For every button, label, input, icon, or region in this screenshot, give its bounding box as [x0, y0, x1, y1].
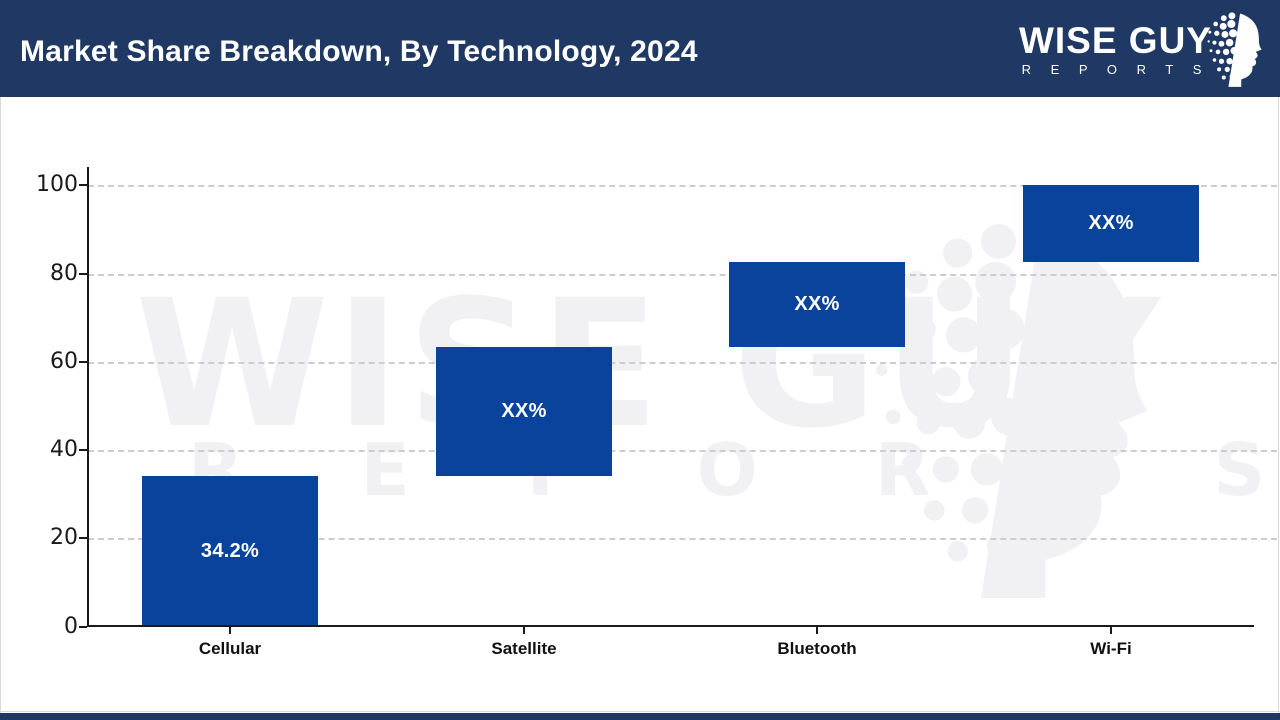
y-tick-label: 20 [50, 525, 78, 551]
bar-value-label: XX% [1088, 211, 1134, 234]
gridline-y20 [88, 538, 1277, 541]
frame-border-left [0, 97, 1, 720]
x-category-label-bluetooth: Bluetooth [777, 639, 857, 658]
gridline-y40 [88, 450, 1277, 452]
bar-cellular: 34.2% [142, 475, 318, 627]
brand-subname: R E P O R T S [1021, 62, 1210, 77]
y-tick-label: 100 [36, 172, 78, 198]
x-axis-line [87, 625, 1254, 627]
brand-head-icon [1207, 12, 1262, 87]
x-category-label-cellular: Cellular [198, 639, 262, 658]
frame-border-bottom [0, 711, 1280, 712]
y-tick-label: 80 [50, 260, 78, 286]
x-tick-mark [816, 627, 818, 634]
chart-title: Market Share Breakdown, By Technology, 2… [20, 35, 698, 68]
x-tick-mark [1110, 627, 1112, 634]
y-tick-mark [79, 272, 87, 275]
bar-value-label: 34.2% [200, 539, 260, 562]
bar-wi-fi: XX% [1023, 185, 1199, 262]
y-tick-mark [79, 184, 87, 187]
gridline-y100 [88, 185, 1277, 188]
x-category-label-satellite: Satellite [491, 639, 557, 658]
y-tick-mark [79, 449, 87, 451]
y-tick-label: 60 [50, 348, 78, 374]
bar-satellite: XX% [436, 347, 612, 476]
header-bar: Market Share Breakdown, By Technology, 2… [0, 0, 1280, 97]
brand-logo: WISE GUY R E P O R T S [1019, 6, 1268, 92]
x-category-label-wi-fi: Wi-Fi [1090, 639, 1132, 658]
brand-logo-text: WISE GUY R E P O R T S [1018, 20, 1212, 78]
x-tick-mark [229, 627, 231, 634]
bar-value-label: XX% [501, 399, 547, 422]
footer-bar [0, 713, 1280, 720]
y-tick-mark [79, 625, 87, 628]
frame-border-right [1278, 97, 1279, 720]
y-tick-label: 40 [50, 437, 78, 462]
bar-bluetooth: XX% [729, 261, 905, 348]
y-tick-mark [79, 537, 87, 540]
y-tick-label: 0 [64, 613, 78, 639]
y-tick-mark [79, 360, 87, 363]
bar-value-label: XX% [794, 292, 840, 315]
y-axis-line [87, 167, 89, 627]
gridline-y80 [88, 273, 1277, 276]
x-tick-mark [523, 627, 525, 634]
gridline-y60 [88, 361, 1277, 364]
brand-name: WISE GUY [1018, 20, 1212, 61]
